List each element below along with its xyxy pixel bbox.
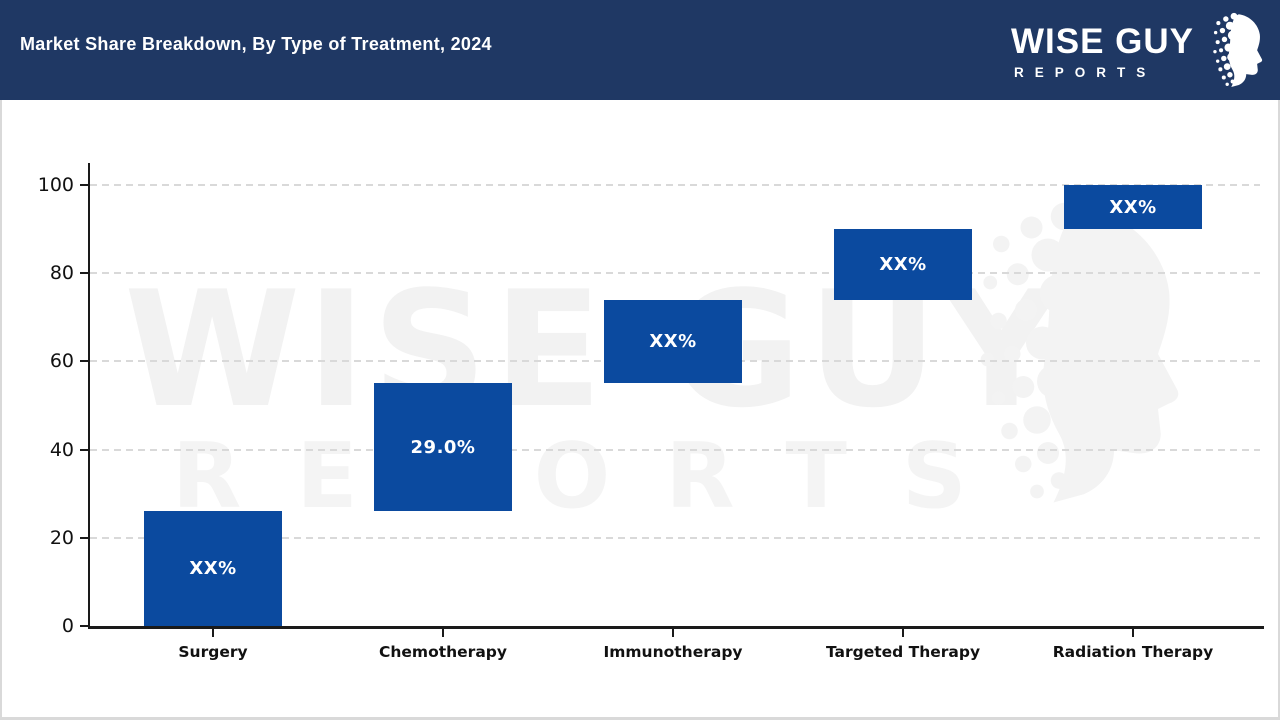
plot-area: XX% 29.0% XX% XX% XX% 0 20 40 60 80 100 Surgery Ch…	[38, 163, 1264, 661]
logo-subtitle: REPORTS	[1013, 65, 1157, 80]
x-label-immunotherapy: Immunotherapy	[603, 643, 743, 661]
bar-surgery: XX%	[144, 511, 282, 626]
bar-value-label: XX%	[649, 331, 697, 353]
y-tick-label-0: 0	[61, 615, 74, 637]
y-tick-label-100: 100	[37, 174, 74, 197]
page-title: Market Share Breakdown, By Type of Treat…	[20, 34, 492, 54]
gridline-20	[90, 536, 1260, 539]
y-tick-label-40: 40	[49, 438, 74, 461]
x-label-targeted-therapy: Targeted Therapy	[825, 643, 981, 661]
x-tick-radiation-therapy	[1132, 629, 1134, 637]
x-label-chemotherapy: Chemotherapy	[379, 643, 507, 661]
chart-body: WISE GUY REPORTS XX% 29.0% XX% XX% XX% 0 20 40…	[2, 100, 1278, 717]
y-tick-label-80: 80	[49, 262, 74, 285]
y-tick-40	[80, 448, 88, 451]
x-label-surgery: Surgery	[178, 643, 248, 661]
x-tick-immunotherapy	[672, 629, 674, 637]
bar-value-label: XX%	[879, 253, 927, 275]
logo-wordmark: WISE GUY REPORTS	[1011, 22, 1194, 80]
y-tick-60	[80, 360, 88, 363]
y-tick-label-20: 20	[49, 526, 74, 549]
y-tick-100	[80, 184, 88, 187]
y-tick-label-60: 60	[49, 350, 74, 373]
bar-value-label: XX%	[1109, 196, 1157, 218]
y-axis-line	[88, 163, 90, 629]
y-tick-0	[80, 625, 88, 627]
bar-targeted-therapy: XX%	[834, 229, 972, 300]
bar-radiation-therapy: XX%	[1064, 185, 1202, 230]
gridline-100	[90, 184, 1260, 187]
bar-chemotherapy: 29.0%	[374, 383, 512, 512]
gridline-80	[90, 272, 1260, 275]
x-tick-surgery	[212, 629, 214, 637]
x-axis-line	[88, 626, 1264, 629]
bar-value-label: XX%	[189, 558, 237, 580]
wiseguy-logo: WISE GUY REPORTS	[1011, 8, 1268, 94]
x-tick-chemotherapy	[442, 629, 444, 637]
x-label-radiation-therapy: Radiation Therapy	[1052, 643, 1214, 661]
gridline-40	[90, 448, 1260, 451]
header: Market Share Breakdown, By Type of Treat…	[0, 0, 1280, 100]
y-tick-20	[80, 536, 88, 539]
bar-immunotherapy: XX%	[604, 299, 742, 384]
logo-title: WISE GUY	[1010, 22, 1194, 61]
face-profile-dots-icon	[1213, 12, 1263, 88]
bar-value-label: 29.0%	[410, 436, 476, 458]
y-tick-80	[80, 272, 88, 275]
x-tick-targeted-therapy	[902, 629, 904, 637]
